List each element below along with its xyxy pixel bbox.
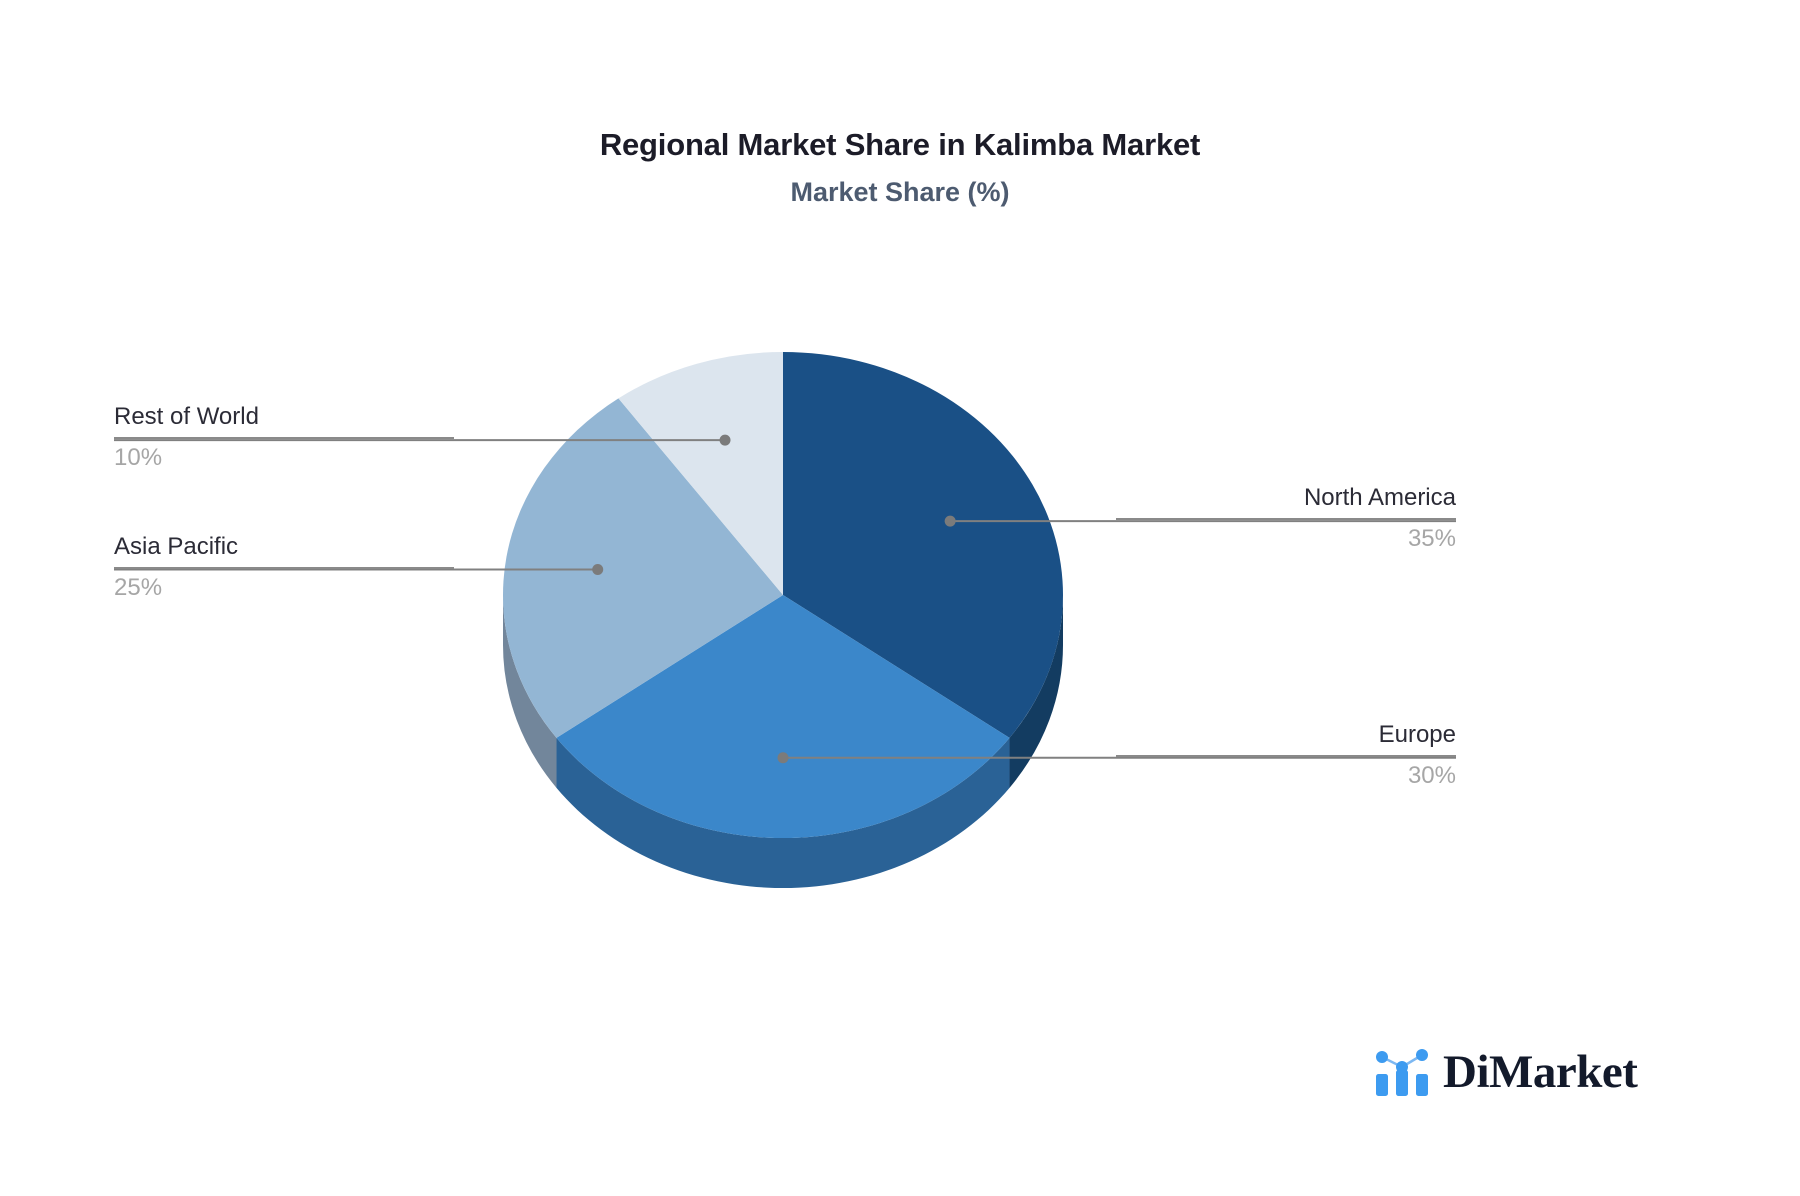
pie-side-asia-pacific [503, 595, 557, 788]
title-block: Regional Market Share in Kalimba Market … [0, 126, 1800, 210]
callout-value: 10% [114, 444, 163, 472]
callout-asia-pacific: Asia Pacific 25% [114, 532, 454, 603]
pie-side-europe [556, 737, 1010, 888]
callout-north-america: North America 35% [1116, 483, 1456, 554]
pie-side-north-america [1009, 595, 1063, 788]
callout-label: Asia Pacific [114, 532, 239, 560]
callout-label: Rest of World [114, 403, 259, 431]
callout-value: 25% [114, 573, 163, 601]
leader-dot-europe [777, 752, 789, 764]
callout-value: 35% [1407, 525, 1456, 553]
pie-3d-side-walls [503, 595, 1063, 888]
bar-chart-logo-icon [1376, 1049, 1428, 1096]
brand-logo: DiMarket [1373, 1046, 1638, 1098]
leader-dot-north-america [944, 515, 956, 527]
callout-rest-of-world: Rest of World 10% [114, 402, 454, 473]
leader-dot-rest-of-world [719, 434, 731, 446]
callout-divider [114, 566, 454, 569]
leader-dot-asia-pacific [592, 564, 604, 576]
leader-dots [592, 434, 956, 764]
page-title: Regional Market Share in Kalimba Market [599, 127, 1201, 162]
pie-slice-asia-pacific [503, 398, 783, 738]
callout-europe: Europe 30% [1116, 720, 1456, 791]
callout-label: Europe [1378, 720, 1456, 748]
callout-divider [1116, 518, 1456, 521]
callout-value: 30% [1407, 761, 1456, 789]
pie-slice-rest-of-world [618, 352, 783, 595]
brand-name: DiMarket [1443, 1046, 1638, 1098]
pie-top-face [503, 352, 1063, 838]
callout-divider [1116, 754, 1456, 757]
chart-subtitle: Market Share (%) [790, 177, 1010, 207]
callout-label: North America [1303, 484, 1456, 512]
pie-slice-europe [556, 595, 1010, 838]
pie-slice-north-america [783, 352, 1063, 738]
leader-lines [114, 439, 1456, 759]
callout-divider [114, 437, 454, 440]
